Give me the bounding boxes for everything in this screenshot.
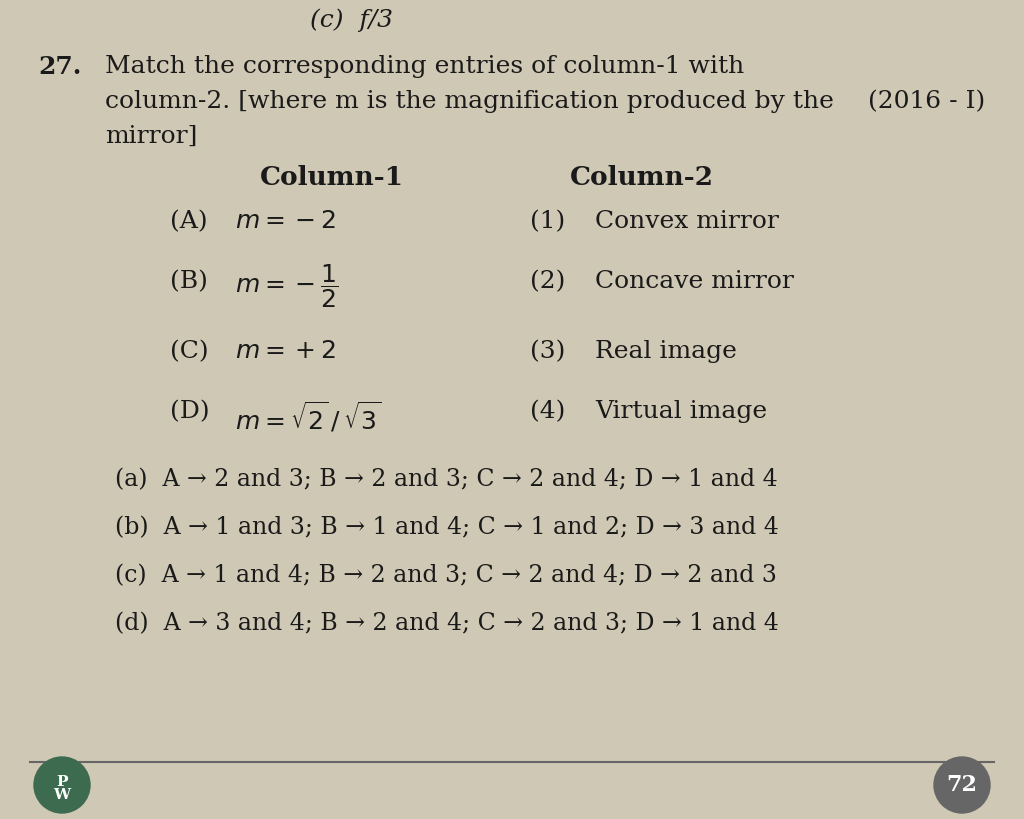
Text: (b)  A → 1 and 3; B → 1 and 4; C → 1 and 2; D → 3 and 4: (b) A → 1 and 3; B → 1 and 4; C → 1 and … — [115, 516, 779, 539]
Text: Real image: Real image — [595, 340, 737, 363]
Circle shape — [34, 757, 90, 813]
Text: Concave mirror: Concave mirror — [595, 270, 794, 293]
Text: (A): (A) — [170, 210, 208, 233]
Text: (2016 - I): (2016 - I) — [867, 90, 985, 113]
Text: (C): (C) — [170, 340, 209, 363]
Text: $m = \sqrt{2}\,/\,\sqrt{3}$: $m = \sqrt{2}\,/\,\sqrt{3}$ — [234, 400, 382, 435]
Text: (2): (2) — [530, 270, 565, 293]
Text: (D): (D) — [170, 400, 210, 423]
Text: P: P — [56, 775, 68, 789]
Text: (1): (1) — [530, 210, 565, 233]
Text: W: W — [53, 788, 71, 802]
Text: Virtual image: Virtual image — [595, 400, 767, 423]
Text: column-2. [where m is the magnification produced by the: column-2. [where m is the magnification … — [105, 90, 834, 113]
Text: (c)  f/3: (c) f/3 — [310, 8, 393, 31]
Text: $m = -2$: $m = -2$ — [234, 210, 336, 233]
Text: $m = +2$: $m = +2$ — [234, 340, 336, 363]
Text: (a)  A → 2 and 3; B → 2 and 3; C → 2 and 4; D → 1 and 4: (a) A → 2 and 3; B → 2 and 3; C → 2 and … — [115, 468, 778, 491]
Text: Convex mirror: Convex mirror — [595, 210, 779, 233]
Text: (B): (B) — [170, 270, 208, 293]
Text: 72: 72 — [946, 774, 978, 796]
Text: Match the corresponding entries of column-1 with: Match the corresponding entries of colum… — [105, 55, 744, 78]
Text: mirror]: mirror] — [105, 125, 198, 148]
Text: (c)  A → 1 and 4; B → 2 and 3; C → 2 and 4; D → 2 and 3: (c) A → 1 and 4; B → 2 and 3; C → 2 and … — [115, 564, 777, 587]
Circle shape — [934, 757, 990, 813]
Text: Column-2: Column-2 — [570, 165, 714, 190]
Text: 27.: 27. — [38, 55, 81, 79]
Text: (d)  A → 3 and 4; B → 2 and 4; C → 2 and 3; D → 1 and 4: (d) A → 3 and 4; B → 2 and 4; C → 2 and … — [115, 612, 779, 635]
Text: (4): (4) — [530, 400, 565, 423]
Text: $m = -\dfrac{1}{2}$: $m = -\dfrac{1}{2}$ — [234, 262, 339, 310]
Text: (3): (3) — [530, 340, 565, 363]
Text: Column-1: Column-1 — [260, 165, 404, 190]
